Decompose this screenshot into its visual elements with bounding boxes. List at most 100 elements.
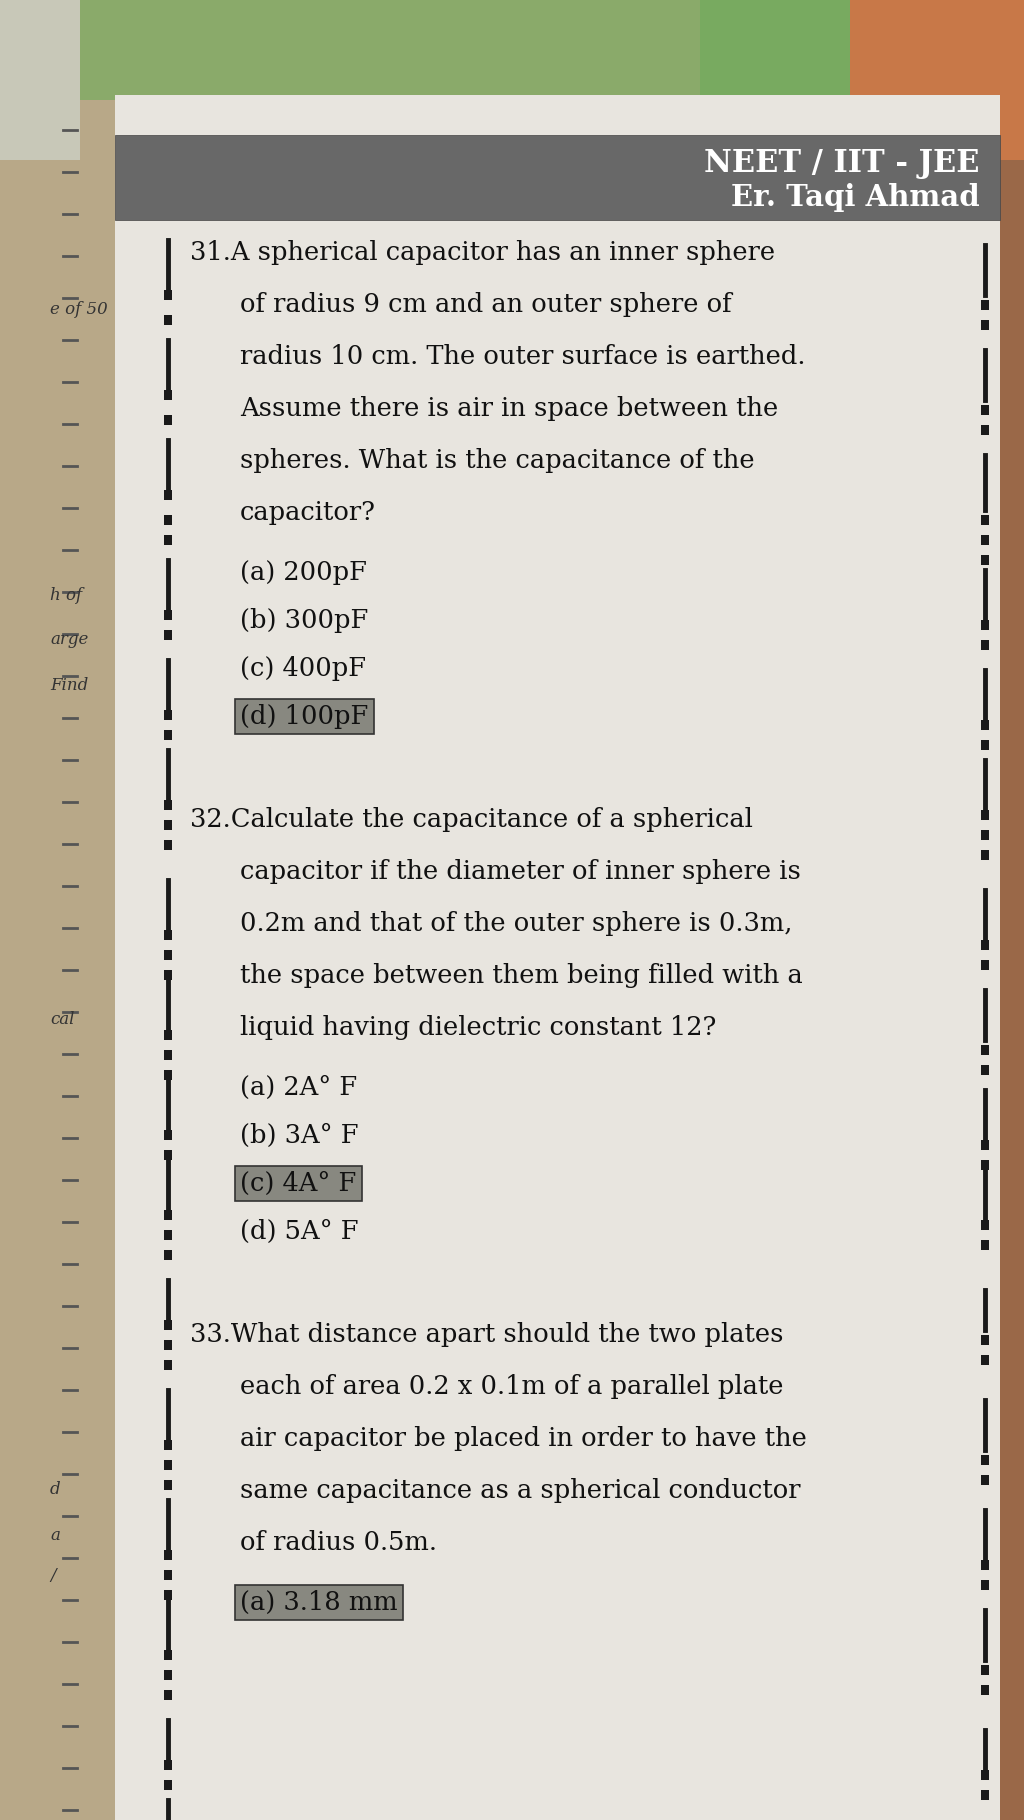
Bar	[164, 1030, 172, 1039]
Bar	[164, 535, 172, 544]
Text: spheres. What is the capacitance of the: spheres. What is the capacitance of the	[240, 448, 755, 473]
Bar	[164, 1230, 172, 1239]
Bar	[0, 0, 1024, 160]
Text: arge: arge	[50, 632, 88, 648]
Bar	[164, 1130, 172, 1139]
Bar	[164, 1210, 172, 1219]
Text: of radius 9 cm and an outer sphere of: of radius 9 cm and an outer sphere of	[240, 291, 731, 317]
Bar	[981, 959, 989, 970]
Text: capacitor if the diameter of inner sphere is: capacitor if the diameter of inner spher…	[240, 859, 801, 885]
Bar	[981, 1159, 989, 1170]
Text: (d) 100pF: (d) 100pF	[240, 704, 369, 730]
Bar	[164, 970, 172, 979]
Bar	[0, 0, 80, 160]
Bar	[981, 1771, 989, 1780]
Bar	[981, 555, 989, 564]
Bar	[981, 300, 989, 309]
Text: a: a	[50, 1527, 59, 1543]
Bar	[981, 1685, 989, 1694]
Bar	[164, 1320, 172, 1330]
Bar	[164, 930, 172, 939]
Text: (d) 5A° F: (d) 5A° F	[240, 1219, 358, 1245]
Bar	[981, 1045, 989, 1056]
Bar	[981, 535, 989, 544]
Text: 32.Calculate the capacitance of a spherical: 32.Calculate the capacitance of a spheri…	[190, 806, 753, 832]
Bar	[164, 710, 172, 721]
Text: (b) 3A° F: (b) 3A° F	[240, 1123, 358, 1148]
Bar	[981, 515, 989, 524]
Text: /: /	[50, 1567, 55, 1583]
Bar	[981, 1139, 989, 1150]
Bar	[981, 1239, 989, 1250]
Bar	[164, 1250, 172, 1259]
Text: air capacitor be placed in order to have the: air capacitor be placed in order to have…	[240, 1427, 807, 1451]
Bar	[164, 1070, 172, 1079]
Bar	[981, 641, 989, 650]
Bar	[980, 0, 1024, 1820]
Bar	[164, 821, 172, 830]
Bar	[981, 1336, 989, 1345]
Text: e of 50: e of 50	[50, 302, 108, 318]
Text: (a) 200pF: (a) 200pF	[240, 561, 367, 584]
Bar	[700, 0, 850, 160]
Bar	[981, 741, 989, 750]
Bar	[981, 1219, 989, 1230]
Bar	[981, 320, 989, 329]
Text: 31.A spherical capacitor has an inner sphere: 31.A spherical capacitor has an inner sp…	[190, 240, 775, 266]
Bar	[800, 0, 1024, 160]
Bar	[981, 1580, 989, 1591]
Text: same capacitance as a spherical conductor: same capacitance as a spherical conducto…	[240, 1478, 801, 1503]
Bar	[0, 0, 120, 1820]
Bar	[981, 721, 989, 730]
Bar	[164, 950, 172, 959]
Bar	[115, 135, 1000, 220]
Bar	[164, 490, 172, 501]
Bar	[164, 730, 172, 741]
Text: of radius 0.5m.: of radius 0.5m.	[240, 1531, 437, 1554]
Bar	[981, 810, 989, 821]
Text: h of: h of	[50, 586, 82, 604]
Bar	[164, 1760, 172, 1771]
Text: (a) 2A° F: (a) 2A° F	[240, 1076, 357, 1099]
Bar	[981, 1560, 989, 1571]
Bar	[981, 1474, 989, 1485]
Bar	[164, 1150, 172, 1159]
Text: Find: Find	[50, 677, 88, 693]
Bar	[981, 1065, 989, 1076]
Bar	[115, 95, 1000, 1820]
Text: (a) 3.18 mm: (a) 3.18 mm	[240, 1591, 397, 1614]
Text: 0.2m and that of the outer sphere is 0.3m,: 0.2m and that of the outer sphere is 0.3…	[240, 912, 793, 935]
Bar	[164, 1480, 172, 1491]
Bar	[164, 801, 172, 810]
Bar	[981, 850, 989, 861]
Bar	[164, 1440, 172, 1451]
Bar	[164, 1460, 172, 1471]
Text: 33.What distance apart should the two plates: 33.What distance apart should the two pl…	[190, 1321, 783, 1347]
Bar	[164, 841, 172, 850]
Text: (c) 400pF: (c) 400pF	[240, 655, 367, 681]
Bar	[164, 389, 172, 400]
Bar	[164, 610, 172, 621]
Bar	[164, 515, 172, 524]
Bar	[164, 315, 172, 326]
Bar	[981, 406, 989, 415]
Bar	[164, 1671, 172, 1680]
Bar	[164, 1651, 172, 1660]
Bar	[981, 1454, 989, 1465]
Text: d: d	[50, 1481, 60, 1498]
Text: capacitor?: capacitor?	[240, 501, 376, 524]
Bar	[164, 1340, 172, 1350]
Bar	[981, 1356, 989, 1365]
Bar	[981, 830, 989, 841]
Text: the space between them being filled with a: the space between them being filled with…	[240, 963, 803, 988]
Bar	[164, 1591, 172, 1600]
Bar	[981, 1665, 989, 1674]
Bar	[164, 630, 172, 641]
Bar	[164, 1691, 172, 1700]
Text: each of area 0.2 x 0.1m of a parallel plate: each of area 0.2 x 0.1m of a parallel pl…	[240, 1374, 783, 1400]
Bar	[0, 0, 1024, 100]
Bar	[164, 289, 172, 300]
Text: (c) 4A° F: (c) 4A° F	[240, 1170, 356, 1196]
Bar	[164, 1780, 172, 1791]
Bar	[981, 426, 989, 435]
